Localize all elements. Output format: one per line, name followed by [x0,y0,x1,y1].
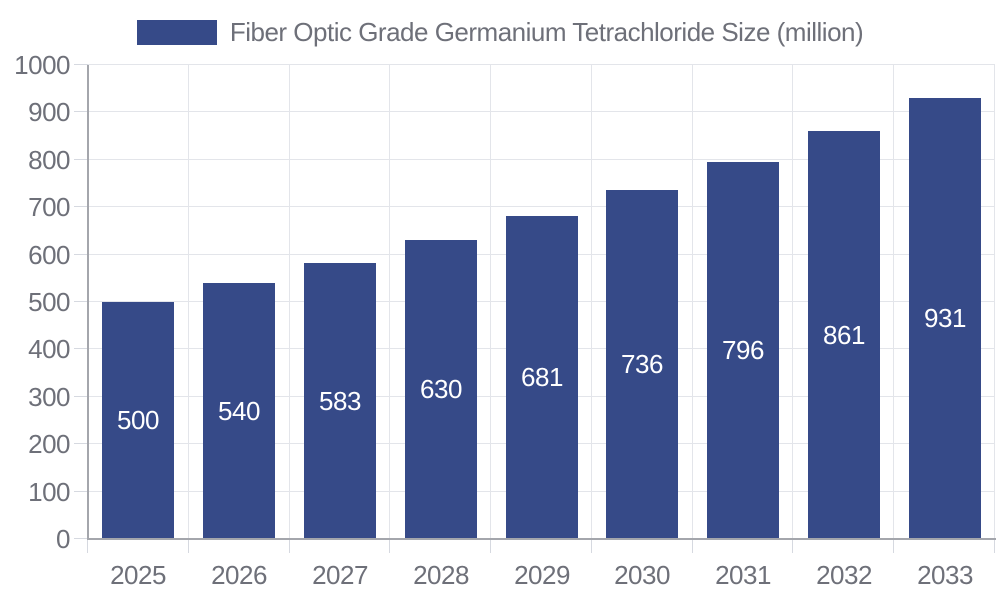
bar-2028[interactable]: 630 [405,240,477,539]
gridline [994,65,995,539]
y-axis-tick [74,206,88,207]
bar-2027[interactable]: 583 [304,263,376,539]
gridline [692,65,693,539]
y-axis-label: 400 [28,334,70,364]
bar-2030[interactable]: 736 [606,190,678,539]
legend-label: Fiber Optic Grade Germanium Tetrachlorid… [229,17,864,47]
y-axis-label: 300 [28,382,70,412]
x-axis-line [87,538,996,540]
x-axis-tick [792,539,793,553]
y-axis-label: 200 [28,429,70,459]
gridline [490,65,491,539]
legend-swatch-icon [136,19,217,45]
y-axis-label: 800 [28,145,70,175]
y-axis-tick [74,159,88,160]
y-axis-tick [74,396,88,397]
x-axis-tick [692,539,693,553]
bar-value-label: 861 [823,319,865,350]
x-axis-tick [591,539,592,553]
x-axis-label: 2030 [614,560,670,590]
gridline [591,65,592,539]
bar-value-label: 630 [420,374,462,404]
x-axis-label: 2025 [110,560,166,590]
bar-value-label: 500 [117,405,159,435]
y-axis-label: 700 [28,192,70,222]
x-axis-tick [188,539,189,553]
gridline [88,206,995,207]
x-axis-label: 2032 [816,560,872,590]
gridline [792,65,793,539]
y-axis-tick [74,348,88,349]
y-axis-tick [74,491,88,492]
x-axis-label: 2033 [917,560,973,590]
bar-2025[interactable]: 500 [102,302,174,539]
bar-2026[interactable]: 540 [203,283,275,539]
bar-2031[interactable]: 796 [707,162,779,539]
y-axis-label: 1000 [14,50,70,80]
x-axis-tick [893,539,894,553]
gridline [893,65,894,539]
y-axis-tick [74,538,88,539]
y-axis-label: 100 [28,477,70,507]
y-axis-label: 600 [28,240,70,270]
x-axis-label: 2027 [312,560,368,590]
bar-value-label: 931 [924,303,966,333]
y-axis-label: 500 [28,287,70,317]
bar-2029[interactable]: 681 [506,216,578,539]
x-axis-tick [490,539,491,553]
bar-2032[interactable]: 861 [808,131,880,539]
x-axis-tick [289,539,290,553]
chart-legend[interactable]: Fiber Optic Grade Germanium Tetrachlorid… [0,17,1000,47]
gridline [289,65,290,539]
x-axis-tick [87,539,88,553]
gridline [389,65,390,539]
x-axis-tick [994,539,995,553]
bar-value-label: 540 [218,395,260,426]
y-axis-label: 900 [28,97,70,127]
x-axis-label: 2029 [514,560,570,590]
y-axis-tick [74,64,88,65]
y-axis-label: 0 [56,524,70,554]
y-axis-tick [74,111,88,112]
bar-value-label: 796 [722,335,764,365]
bar-value-label: 583 [319,385,361,416]
y-axis-line [87,65,89,539]
x-axis-tick [389,539,390,553]
gridline [88,111,995,112]
y-axis-tick [74,301,88,302]
x-axis-label: 2028 [413,560,469,590]
y-axis-tick [74,443,88,444]
gridline [188,65,189,539]
bar-value-label: 681 [521,362,563,392]
gridline [88,64,995,65]
gridline [88,159,995,160]
bar-2033[interactable]: 931 [909,98,981,539]
y-axis-tick [74,254,88,255]
x-axis-label: 2031 [715,560,771,590]
bar-value-label: 736 [621,349,663,379]
x-axis-label: 2026 [211,560,267,590]
